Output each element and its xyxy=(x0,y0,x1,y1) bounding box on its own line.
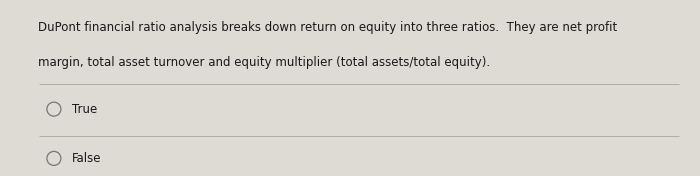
Text: DuPont financial ratio analysis breaks down return on equity into three ratios. : DuPont financial ratio analysis breaks d… xyxy=(38,21,617,34)
Text: False: False xyxy=(72,152,102,165)
Text: margin, total asset turnover and equity multiplier (total assets/total equity).: margin, total asset turnover and equity … xyxy=(38,56,491,69)
Text: True: True xyxy=(72,103,97,116)
